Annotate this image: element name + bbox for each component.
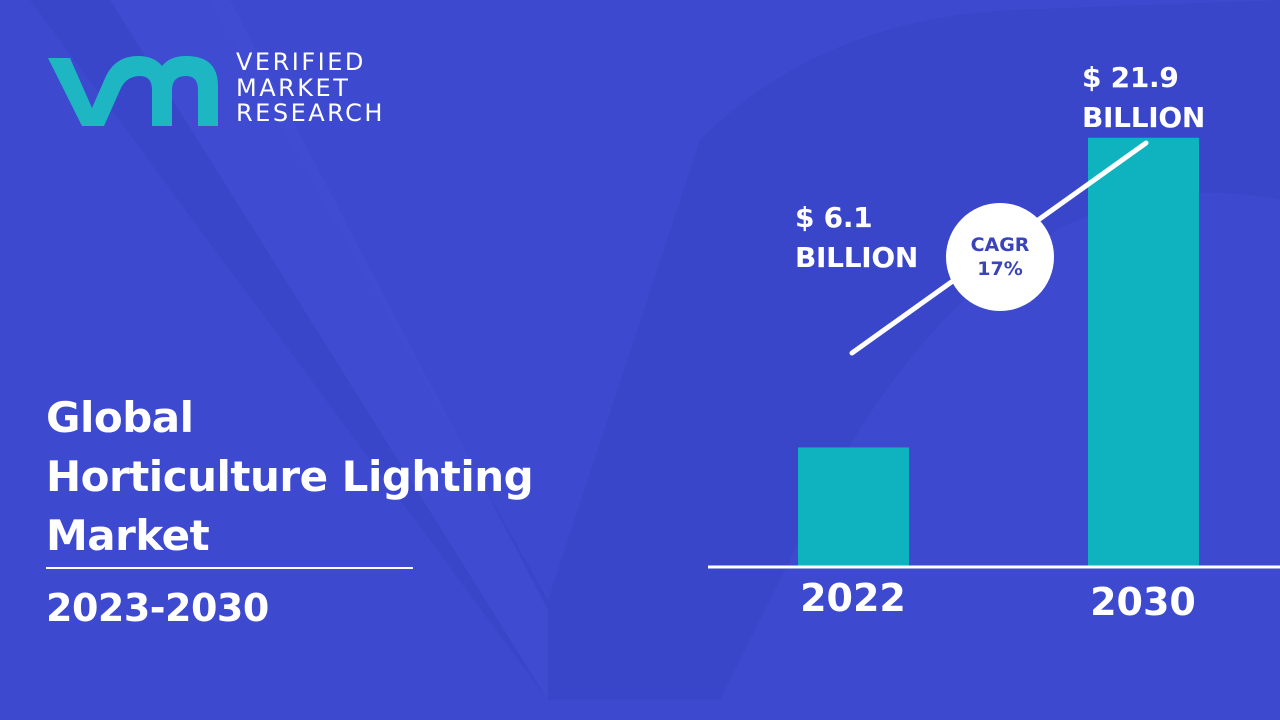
cagr-label: CAGR — [970, 234, 1030, 256]
x-tick-label-2030: 2030 — [1090, 580, 1196, 624]
brand-name-line: MARKET — [236, 73, 351, 102]
bar-2030 — [1088, 137, 1199, 567]
cagr-badge: CAGR 17% — [946, 203, 1054, 311]
brand-name-line: RESEARCH — [236, 99, 385, 127]
brand-logo: VERIFIED MARKET RESEARCH — [44, 48, 404, 130]
bar-value-label-2022: $ 6.1 BILLION — [795, 198, 918, 278]
title-line: Market — [46, 511, 210, 560]
title-line: Horticulture Lighting — [46, 452, 534, 501]
bar-2022 — [798, 447, 909, 567]
forecast-period: 2023-2030 — [46, 586, 269, 630]
bar-value-label-2030: $ 21.9 BILLION — [1082, 58, 1205, 138]
x-tick-label-2022: 2022 — [800, 576, 906, 620]
brand-name: VERIFIED MARKET RESEARCH — [236, 48, 385, 127]
title-divider — [46, 567, 413, 569]
cagr-value: 17% — [977, 258, 1023, 280]
value-amount: $ 21.9 — [1082, 61, 1179, 94]
brand-name-line: VERIFIED — [236, 48, 366, 76]
value-unit: BILLION — [1082, 101, 1205, 134]
value-unit: BILLION — [795, 241, 918, 274]
value-amount: $ 6.1 — [795, 201, 873, 234]
vmr-logo-icon — [48, 56, 218, 126]
report-title: Global Horticulture Lighting Market — [46, 388, 606, 565]
title-line: Global — [46, 393, 194, 442]
